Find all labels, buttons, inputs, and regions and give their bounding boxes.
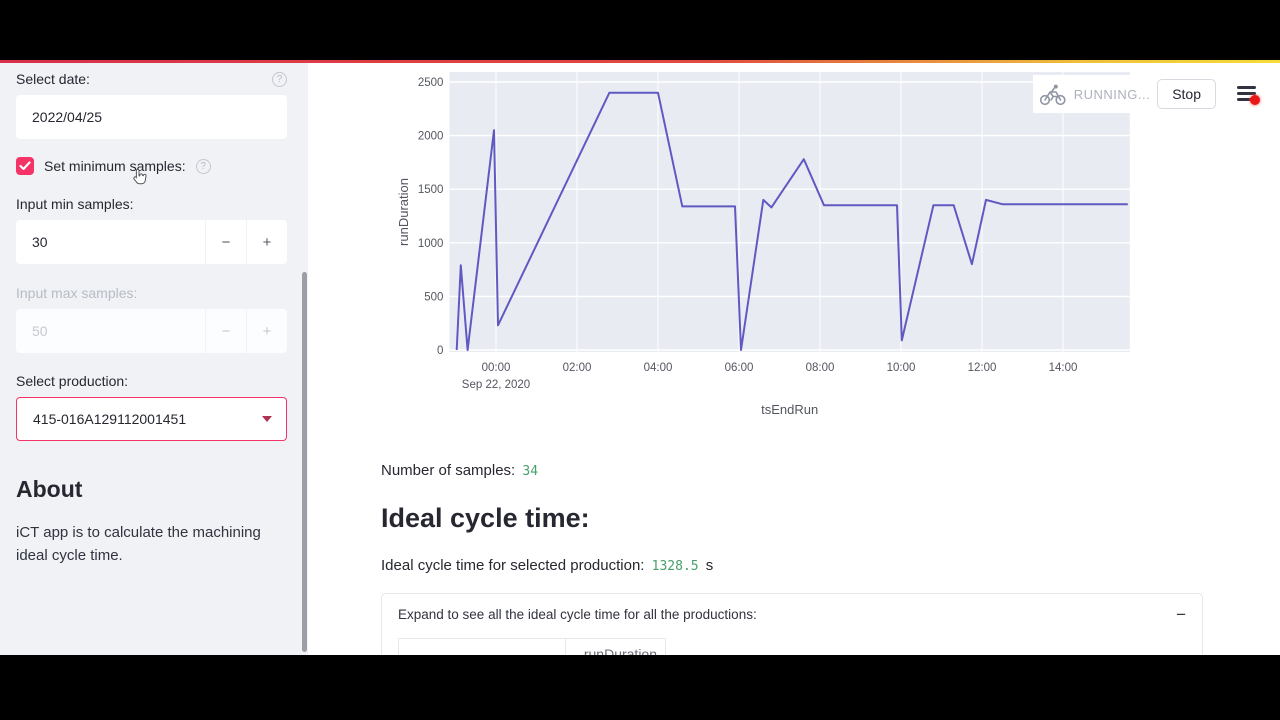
samples-value: 34 <box>522 464 539 479</box>
date-label: Select date: <box>16 71 90 87</box>
expander-label: Expand to see all the ideal cycle time f… <box>398 607 757 622</box>
svg-text:Sep 22, 2020: Sep 22, 2020 <box>462 379 530 391</box>
svg-text:1500: 1500 <box>418 184 444 196</box>
sidebar-scrollbar[interactable] <box>302 272 307 652</box>
svg-text:14:00: 14:00 <box>1049 362 1078 374</box>
running-progress-bar <box>0 60 1280 63</box>
expander-header[interactable]: Expand to see all the ideal cycle time f… <box>382 594 1202 632</box>
notification-dot <box>1250 94 1260 105</box>
streamlit-app: Select date: ? 2022/04/25 Set minimum sa… <box>0 60 1280 655</box>
max-samples-decrement-button: − <box>205 309 246 353</box>
svg-text:12:00: 12:00 <box>968 362 997 374</box>
table-header-row: runDuration <box>398 638 666 655</box>
samples-label: Number of samples: <box>381 462 516 479</box>
svg-text:02:00: 02:00 <box>563 362 592 374</box>
svg-text:10:00: 10:00 <box>887 362 916 374</box>
production-select[interactable]: 415-016A129112001451 <box>16 397 287 441</box>
production-value: 415-016A129112001451 <box>33 411 187 427</box>
table-header-index <box>398 638 566 655</box>
svg-text:2500: 2500 <box>418 77 444 89</box>
productions-expander: Expand to see all the ideal cycle time f… <box>381 593 1203 655</box>
checkmark-icon <box>19 161 31 171</box>
min-samples-checkbox[interactable] <box>16 157 34 175</box>
ict-value: 1328.5 <box>651 559 699 574</box>
svg-text:06:00: 06:00 <box>725 362 754 374</box>
svg-text:runDuration: runDuration <box>396 178 411 246</box>
min-samples-input[interactable]: 30 − + <box>16 220 287 264</box>
min-samples-checkbox-label: Set minimum samples: <box>44 158 186 174</box>
min-samples-increment-button[interactable]: + <box>246 220 287 264</box>
production-label: Select production: <box>16 373 129 389</box>
min-samples-label: Input min samples: <box>16 196 134 212</box>
min-samples-help-icon[interactable]: ? <box>195 158 211 174</box>
about-title: About <box>16 476 83 502</box>
svg-text:00:00: 00:00 <box>482 362 511 374</box>
svg-text:0: 0 <box>437 345 443 357</box>
run-duration-chart[interactable]: 0 500 1000 1500 2000 2500 00:00 02:00 04:00 06:00… <box>308 60 1280 420</box>
app-status-widget: RUNNING... Stop <box>1032 75 1222 113</box>
samples-line: Number of samples: 34 <box>381 462 541 479</box>
svg-text:04:00: 04:00 <box>644 362 673 374</box>
svg-text:500: 500 <box>424 291 443 303</box>
svg-text:08:00: 08:00 <box>806 362 835 374</box>
date-input[interactable]: 2022/04/25 <box>16 95 287 139</box>
collapse-icon[interactable]: − <box>1176 604 1186 624</box>
runner-icon <box>1039 84 1066 105</box>
productions-table: runDuration <box>398 638 666 655</box>
table-header-runduration: runDuration <box>565 638 666 655</box>
svg-text:1000: 1000 <box>418 238 444 250</box>
min-samples-decrement-button[interactable]: − <box>205 220 246 264</box>
max-samples-input: 50 − + <box>16 309 287 353</box>
max-samples-value: 50 <box>32 323 48 339</box>
svg-text:2000: 2000 <box>418 131 444 143</box>
status-label: RUNNING... <box>1073 86 1151 102</box>
svg-text:tsEndRun: tsEndRun <box>761 402 818 417</box>
max-samples-label: Input max samples: <box>16 285 138 301</box>
main-content: 0 500 1000 1500 2000 2500 00:00 02:00 04:00 06:00… <box>308 63 1280 655</box>
date-value: 2022/04/25 <box>32 109 103 125</box>
about-text: iCT app is to calculate the machining id… <box>16 524 261 564</box>
max-samples-increment-button: + <box>246 309 287 353</box>
sidebar: Select date: ? 2022/04/25 Set minimum sa… <box>0 63 308 655</box>
ideal-cycle-time-title: Ideal cycle time: <box>381 503 590 533</box>
ict-line: Ideal cycle time for selected production… <box>381 557 713 574</box>
ict-unit: s <box>705 557 714 574</box>
date-help-icon[interactable]: ? <box>272 71 287 87</box>
mouse-cursor-icon <box>133 168 148 191</box>
ict-label: Ideal cycle time for selected production… <box>381 557 645 574</box>
chevron-down-icon <box>262 416 272 422</box>
stop-button[interactable]: Stop <box>1157 79 1216 109</box>
min-samples-value: 30 <box>32 234 48 250</box>
hamburger-menu-icon[interactable] <box>1237 86 1260 105</box>
